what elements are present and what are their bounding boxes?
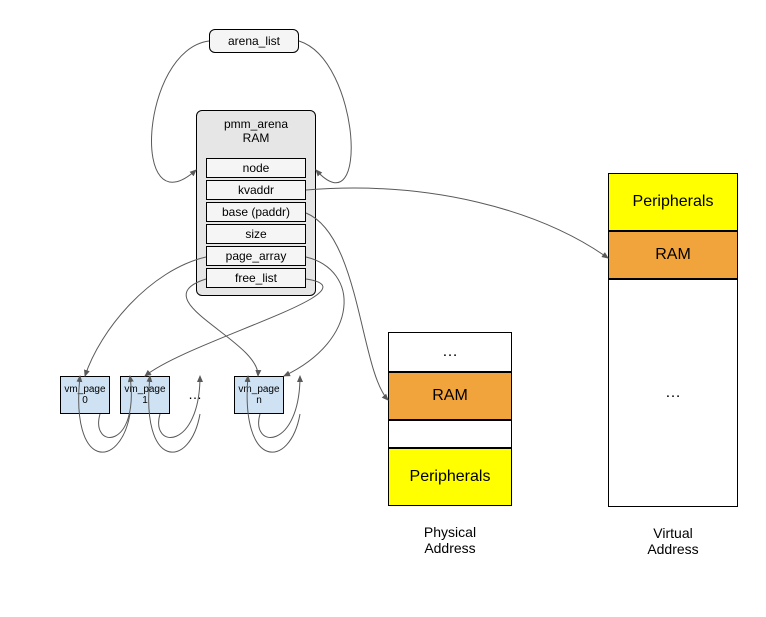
phys-block-seg-2	[388, 420, 512, 448]
virt-block-seg-2: …	[608, 279, 738, 507]
vm-page-n: vm_pagen	[234, 376, 284, 414]
pmm-field-free_list: free_list	[206, 268, 306, 288]
pmm-arena-title: pmm_arena RAM	[197, 117, 315, 145]
arena-list-label: arena_list	[228, 34, 280, 48]
pmm-arena-subtitle-text: RAM	[243, 131, 270, 145]
phys-block-seg-1: RAM	[388, 372, 512, 420]
pmm-arena-title-text: pmm_arena	[224, 117, 288, 131]
pmm-field-node: node	[206, 158, 306, 178]
arrow-5	[85, 257, 206, 376]
pmm-field-page_array: page_array	[206, 246, 306, 266]
vm-page-1: vm_page1	[120, 376, 170, 414]
virtual-address-title: Virtual Address	[608, 525, 738, 557]
vm-page-ellipsis: …	[188, 386, 202, 402]
phys-block-seg-3: Peripherals	[388, 448, 512, 506]
physical-address-title: Physical Address	[388, 524, 512, 556]
arena-list-box: arena_list	[209, 29, 299, 53]
arrow-3	[306, 213, 388, 400]
virt-block-seg-1: RAM	[608, 231, 738, 279]
virt-block-seg-0: Peripherals	[608, 173, 738, 231]
phys-block-seg-0: …	[388, 332, 512, 372]
vm-page-0: vm_page0	[60, 376, 110, 414]
pmm-field-size: size	[206, 224, 306, 244]
pmm-field-base: base (paddr)	[206, 202, 306, 222]
arrow-2	[306, 188, 608, 258]
pmm-field-kvaddr: kvaddr	[206, 180, 306, 200]
